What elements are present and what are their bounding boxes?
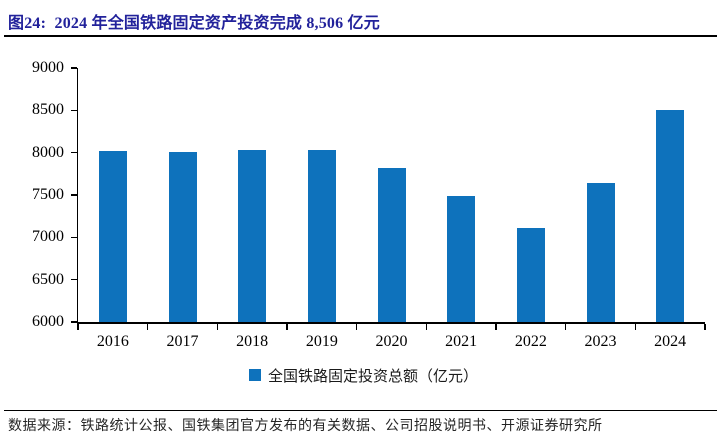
x-axis-tick [216, 323, 219, 330]
bar-2019 [307, 150, 336, 322]
bar-2017 [168, 151, 197, 322]
figure-title: 图24: 2024 年全国铁路固定资产投资完成 8,506 亿元 [8, 15, 380, 32]
x-axis-tick-label: 2023 [584, 333, 617, 350]
x-axis-tick [77, 323, 79, 330]
x-axis-tick-label: 2019 [305, 333, 338, 350]
bar-2023 [586, 182, 615, 322]
x-axis-tick [425, 323, 428, 330]
x-axis-tick [564, 323, 567, 330]
footer-divider [4, 410, 717, 411]
x-axis-tick [355, 323, 358, 330]
x-axis-tick-label: 2024 [654, 333, 687, 350]
legend-swatch-icon [248, 369, 261, 381]
chart-legend: 全国铁路固定投资总额（亿元） [0, 365, 727, 385]
y-axis-tick [70, 194, 77, 196]
y-axis-tick-label: 6000 [32, 313, 64, 330]
bar-2016 [98, 151, 127, 322]
y-axis-tick [70, 109, 77, 112]
x-axis-tick [146, 323, 149, 330]
bar-2024 [656, 109, 685, 322]
x-axis-tick-label: 2018 [236, 333, 269, 350]
x-axis-tick-label: 2020 [375, 333, 408, 350]
x-axis-line [76, 322, 705, 324]
y-axis-tick [70, 278, 77, 281]
bar-2022 [516, 228, 545, 322]
y-axis-tick [70, 321, 77, 323]
bar-2021 [447, 195, 476, 322]
title-divider [4, 35, 717, 37]
x-axis-tick-label: 2021 [445, 333, 478, 350]
x-axis-tick-label: 2016 [96, 333, 129, 350]
bar-2020 [377, 167, 406, 322]
y-axis-tick-label: 9000 [32, 59, 64, 76]
y-axis-line [76, 68, 78, 322]
x-axis-tick-label: 2017 [166, 333, 199, 350]
y-axis-tick [70, 67, 77, 69]
x-axis-tick [634, 323, 637, 330]
x-axis-tick [286, 323, 288, 330]
y-axis-tick-label: 6500 [32, 270, 64, 288]
y-axis-tick-label: 8500 [32, 101, 64, 119]
y-axis-tick [70, 236, 77, 239]
y-axis-tick-label: 7500 [32, 186, 64, 203]
x-axis-tick [495, 323, 497, 330]
y-axis-tick-label: 7000 [32, 228, 64, 246]
y-axis-tick-label: 8000 [32, 143, 64, 161]
x-axis-tick-label: 2022 [514, 333, 547, 350]
data-source-note: 数据来源：铁路统计公报、国铁集团官方发布的有关数据、公司招股说明书、开源证券研究… [8, 419, 603, 434]
x-axis-tick [704, 323, 706, 330]
y-axis-tick [70, 151, 77, 154]
bar-2018 [238, 150, 267, 322]
legend-label: 全国铁路固定投资总额（亿元） [267, 368, 478, 385]
